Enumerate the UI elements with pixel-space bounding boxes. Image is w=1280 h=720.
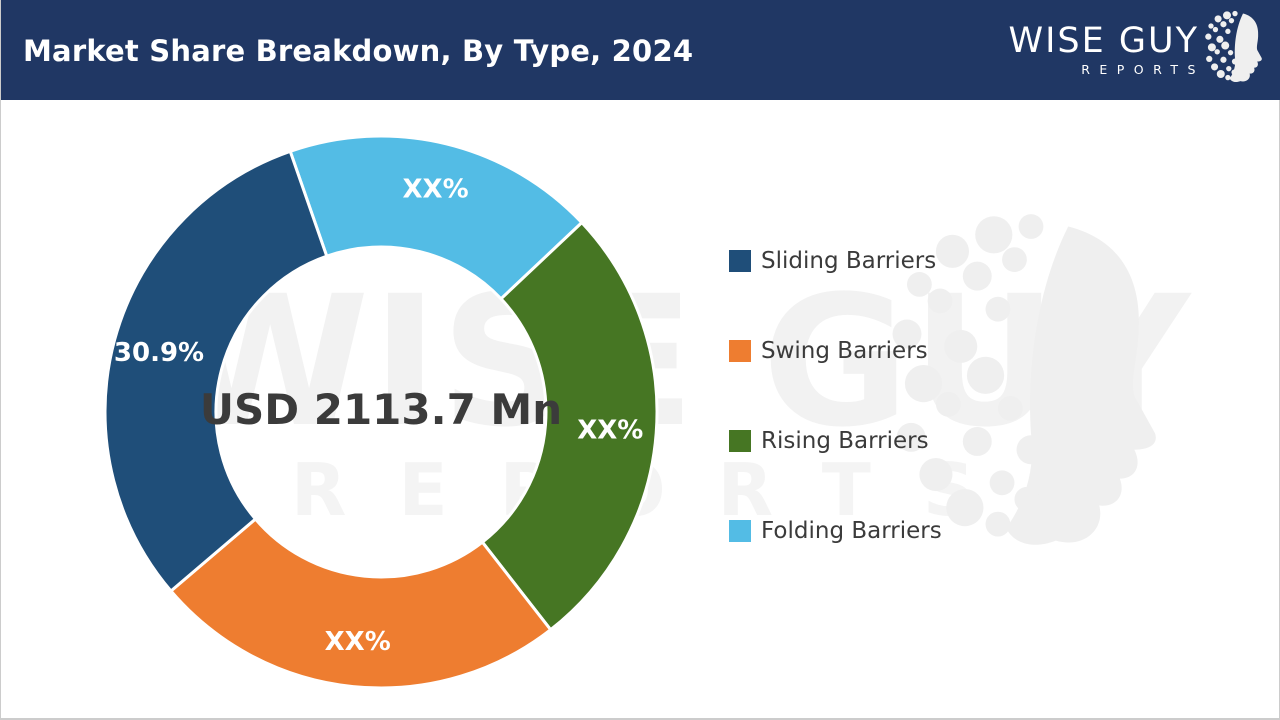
segment-label-rising-barriers: XX% bbox=[577, 416, 643, 446]
legend: Sliding Barriers Swing Barriers Rising B… bbox=[729, 248, 942, 608]
legend-label: Swing Barriers bbox=[761, 337, 928, 364]
watermark-wiseguy-text: WISE GUY bbox=[171, 258, 1193, 467]
segment-label-swing-barriers: XX% bbox=[325, 627, 391, 657]
chart-center-value: USD 2113.7 Mn bbox=[199, 385, 563, 434]
legend-item-folding-barriers: Folding Barriers bbox=[729, 518, 942, 544]
legend-item-swing-barriers: Swing Barriers bbox=[729, 338, 942, 364]
donut-segment-rising-barriers bbox=[480, 221, 659, 632]
legend-label: Rising Barriers bbox=[761, 427, 929, 454]
header-bar: Market Share Breakdown, By Type, 2024 WI… bbox=[1, 0, 1280, 100]
logo-face-icon bbox=[1205, 10, 1262, 83]
legend-swatch-sliding-barriers bbox=[729, 250, 751, 272]
legend-swatch-swing-barriers bbox=[729, 340, 751, 362]
legend-label: Folding Barriers bbox=[761, 517, 942, 544]
legend-swatch-rising-barriers bbox=[729, 430, 751, 452]
wiseguy-logo: WISE GUY REPORTS bbox=[1008, 6, 1267, 94]
page-title: Market Share Breakdown, By Type, 2024 bbox=[23, 34, 694, 68]
logo-text: WISE GUY REPORTS bbox=[1008, 23, 1199, 77]
donut-segment-sliding-barriers bbox=[103, 149, 329, 593]
donut-segment-folding-barriers bbox=[288, 134, 584, 301]
legend-item-rising-barriers: Rising Barriers bbox=[729, 428, 942, 454]
logo-reports-label: REPORTS bbox=[1081, 61, 1205, 77]
bottom-border bbox=[1, 718, 1280, 720]
legend-label: Sliding Barriers bbox=[761, 247, 937, 274]
legend-swatch-folding-barriers bbox=[729, 520, 751, 542]
segment-label-folding-barriers: XX% bbox=[403, 175, 469, 205]
donut-segment-swing-barriers bbox=[169, 517, 553, 690]
segment-label-sliding-barriers: 30.9% bbox=[114, 338, 204, 368]
legend-item-sliding-barriers: Sliding Barriers bbox=[729, 248, 942, 274]
logo-wiseguy-label: WISE GUY bbox=[1008, 21, 1199, 62]
